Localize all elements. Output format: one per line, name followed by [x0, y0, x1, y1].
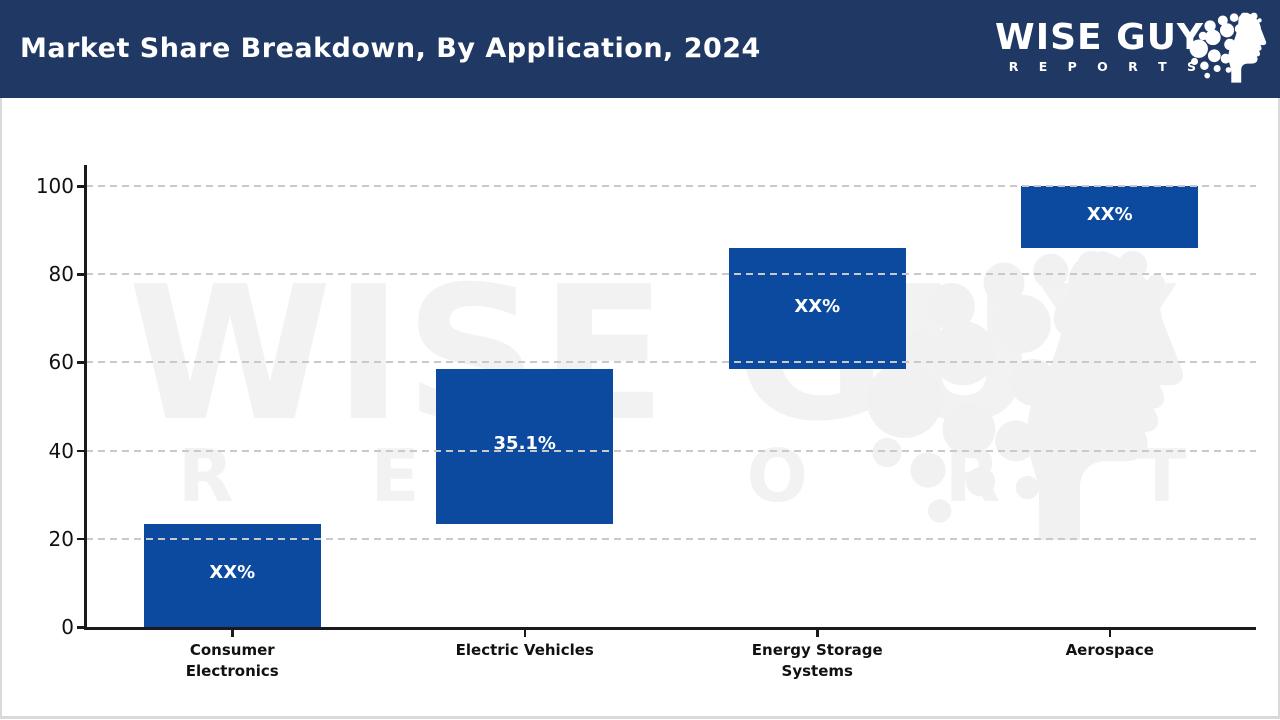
bar-value-label: XX%: [209, 562, 256, 584]
gridline: [86, 273, 1256, 276]
watermark-head-dots-icon: [852, 232, 1232, 562]
y-tick-label: 40: [48, 438, 74, 463]
page-title: Market Share Breakdown, By Application, …: [20, 33, 761, 64]
x-tick-mark: [1108, 629, 1112, 637]
wiseguy-wordmark: WISE GUY: [994, 17, 1204, 58]
gridline: [86, 361, 1256, 364]
y-axis-line: [84, 165, 87, 629]
y-tick-mark: [77, 537, 86, 541]
head-dots-icon: [1186, 6, 1278, 90]
reports-wordmark: R E P O R T S: [1008, 59, 1204, 74]
y-tick-label: 100: [35, 174, 74, 198]
x-category-label: Energy Storage Systems: [751, 641, 883, 680]
x-tick-mark: [231, 629, 234, 637]
bar-value-label: XX%: [1086, 204, 1133, 226]
y-tick-label: 20: [48, 526, 74, 551]
y-tick-mark: [77, 449, 86, 453]
x-tick-mark: [523, 629, 527, 637]
bar: XX%: [1021, 186, 1199, 249]
bar: 35.1%: [436, 369, 614, 524]
brand-logo: WISE GUY R E P O R T S: [995, 6, 1274, 94]
y-tick-mark: [77, 185, 86, 188]
bar: XX%: [728, 248, 906, 369]
bar-value-label: 35.1%: [493, 433, 556, 455]
gridline: [86, 185, 1256, 187]
y-tick-label: 60: [48, 350, 74, 375]
y-tick-mark: [77, 361, 86, 364]
gridline: [86, 537, 1256, 540]
y-tick-label: 80: [48, 262, 74, 287]
header: Market Share Breakdown, By Application, …: [0, 0, 1280, 98]
x-category-label: Consumer Electronics: [185, 641, 279, 680]
x-category-label: Electric Vehicles: [455, 641, 594, 659]
bar-value-label: XX%: [794, 295, 841, 317]
x-axis-line: [84, 627, 1256, 630]
bar: XX%: [143, 523, 321, 627]
y-tick-label: 0: [61, 615, 74, 639]
y-tick-mark: [77, 273, 86, 276]
x-tick-mark: [816, 629, 819, 637]
x-category-label: Aerospace: [1065, 641, 1154, 659]
gridline: [86, 449, 1256, 452]
y-tick-mark: [77, 626, 86, 629]
